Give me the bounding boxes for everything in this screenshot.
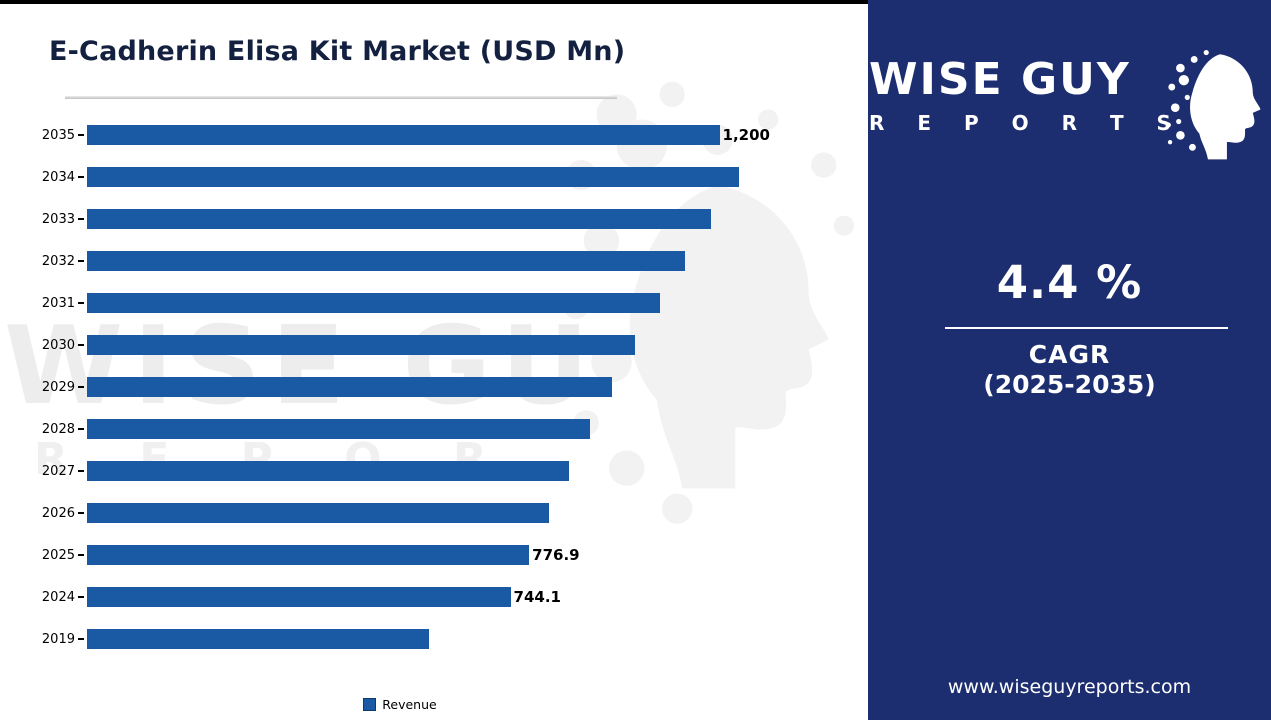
cagr-divider — [945, 327, 1228, 329]
logo-subtitle: R E P O R T S — [869, 111, 1184, 136]
revenue-bar — [87, 125, 720, 145]
bar-row: 2025 776.9 — [0, 534, 868, 576]
revenue-bar — [87, 629, 429, 649]
axis-tick — [78, 638, 84, 640]
axis-tick — [78, 344, 84, 346]
axis-tick — [78, 596, 84, 598]
y-axis-label: 2028 — [41, 421, 75, 437]
website-link[interactable]: www.wiseguyreports.com — [947, 676, 1192, 698]
bar-track — [87, 377, 770, 397]
revenue-bar — [87, 461, 570, 481]
legend-label: Revenue — [382, 697, 437, 712]
y-axis-label: 2019 — [41, 631, 75, 647]
axis-tick — [78, 554, 84, 556]
bar-track — [87, 503, 770, 523]
wiseguy-logo: WISE GUY R E P O R T S — [868, 45, 1271, 167]
bar-chart: 2035 1,200 2034 2033 2032 2031 2030 2029 2028 202… — [0, 114, 868, 660]
y-axis-label: 2035 — [41, 127, 75, 143]
bar-track — [87, 167, 770, 187]
revenue-bar — [87, 503, 549, 523]
bar-row: 2029 — [0, 366, 868, 408]
bar-track — [87, 461, 770, 481]
bar-track — [87, 293, 770, 313]
bar-row: 2028 — [0, 408, 868, 450]
legend: Revenue — [0, 697, 800, 712]
bar-track — [87, 251, 770, 271]
title-divider — [65, 96, 617, 99]
revenue-bar — [87, 545, 530, 565]
bar-row: 2031 — [0, 282, 868, 324]
axis-tick — [78, 260, 84, 262]
y-axis-label: 2034 — [41, 169, 75, 185]
cagr-label: CAGR — [1028, 340, 1111, 369]
bar-track — [87, 419, 770, 439]
legend-swatch — [363, 698, 377, 711]
y-axis-label: 2026 — [41, 505, 75, 521]
y-axis-label: 2031 — [41, 295, 75, 311]
cagr-period: (2025-2035) — [983, 370, 1156, 399]
bar-row: 2026 — [0, 492, 868, 534]
axis-tick — [78, 218, 84, 220]
revenue-bar — [87, 587, 511, 607]
y-axis-label: 2029 — [41, 379, 75, 395]
bar-track: 1,200 — [87, 125, 770, 145]
bar-row: 2027 — [0, 450, 868, 492]
bar-value-label: 776.9 — [532, 546, 580, 564]
y-axis-label: 2024 — [41, 589, 75, 605]
y-axis-label: 2030 — [41, 337, 75, 353]
bar-row: 2034 — [0, 156, 868, 198]
sidebar: WISE GUY R E P O R T S 4.4 % CAGR (2025-… — [868, 0, 1271, 720]
revenue-bar — [87, 419, 591, 439]
revenue-bar — [87, 167, 739, 187]
bar-row: 2032 — [0, 240, 868, 282]
y-axis-label: 2032 — [41, 253, 75, 269]
revenue-bar — [87, 335, 636, 355]
cagr-value: 4.4 % — [996, 256, 1143, 309]
axis-tick — [78, 428, 84, 430]
axis-tick — [78, 302, 84, 304]
logo-text: WISE GUY R E P O R T S — [869, 45, 1184, 135]
axis-tick — [78, 470, 84, 472]
bar-row: 2035 1,200 — [0, 114, 868, 156]
bar-value-label: 744.1 — [513, 588, 561, 606]
y-axis-label: 2025 — [41, 547, 75, 563]
bar-row: 2019 — [0, 618, 868, 660]
axis-tick — [78, 134, 84, 136]
axis-tick — [78, 512, 84, 514]
axis-tick — [78, 176, 84, 178]
revenue-bar — [87, 209, 711, 229]
logo-head-icon — [1165, 50, 1261, 160]
chart-panel: WISE GU R E P O R E-Cadherin Elisa Kit M… — [0, 0, 868, 712]
axis-tick — [78, 386, 84, 388]
revenue-bar — [87, 251, 685, 271]
logo-wordmark: WISE GUY — [869, 54, 1131, 105]
y-axis-label: 2033 — [41, 211, 75, 227]
bar-track: 744.1 — [87, 587, 770, 607]
bar-track — [87, 335, 770, 355]
bar-row: 2033 — [0, 198, 868, 240]
chart-title: E-Cadherin Elisa Kit Market (USD Mn) — [49, 36, 626, 67]
bar-track — [87, 629, 770, 649]
bar-value-label: 1,200 — [722, 126, 770, 144]
bar-row: 2024 744.1 — [0, 576, 868, 618]
y-axis-label: 2027 — [41, 463, 75, 479]
revenue-bar — [87, 293, 660, 313]
bar-row: 2030 — [0, 324, 868, 366]
bar-track: 776.9 — [87, 545, 770, 565]
revenue-bar — [87, 377, 613, 397]
bar-track — [87, 209, 770, 229]
